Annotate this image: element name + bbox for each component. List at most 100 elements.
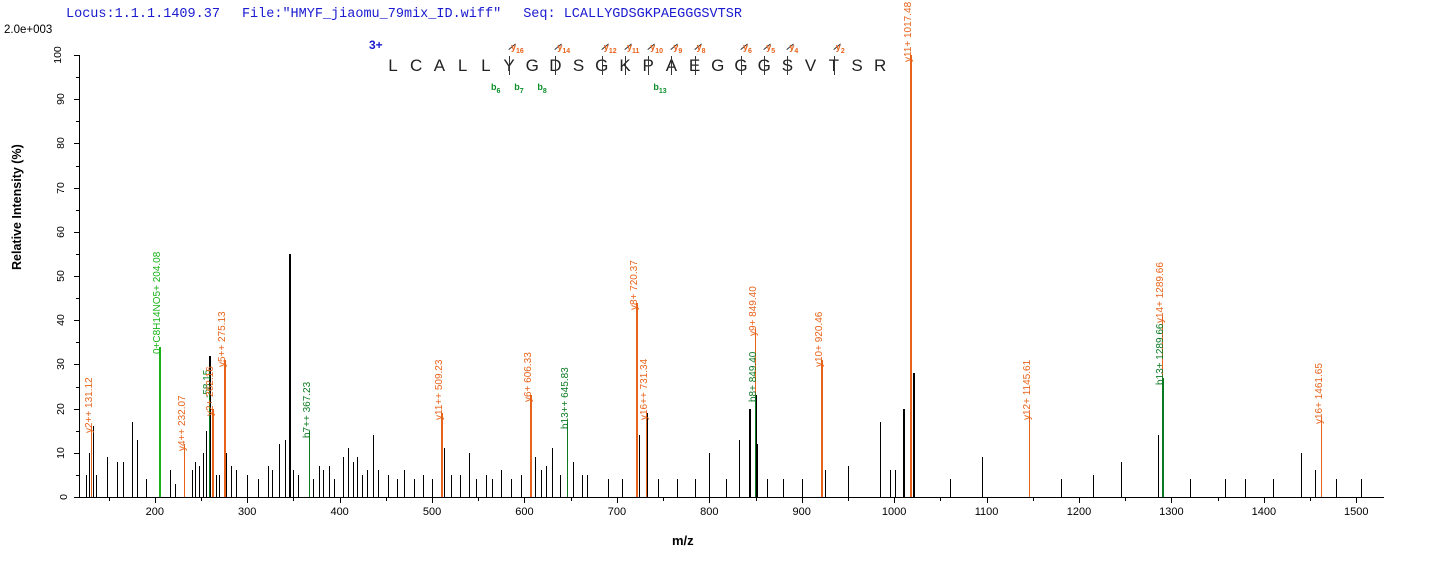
peak [676,479,678,497]
y-tick-minor-75 [76,165,79,167]
x-tick-label-900: 900 [792,506,811,518]
x-tick-1100 [986,497,988,503]
x-tick-label-600: 600 [515,506,534,518]
peak [387,474,389,497]
peak [501,470,503,497]
x-axis-title: m/z [672,533,694,548]
y-tick-label-50: 50 [55,270,68,282]
peak-label: b13++ 645.83 [559,367,571,429]
x-tick-label-300: 300 [238,506,257,518]
peak [92,426,94,497]
peak-label: y8+ 720.37 [628,259,640,310]
peak [1225,479,1227,497]
peak [587,474,589,497]
peak-label: y16+ 1461.65 [1313,363,1325,425]
annotated-peak-stem [530,395,532,497]
y-tick-40: 40 [55,314,79,326]
annotated-peak-stem [635,302,637,497]
peak [230,466,232,497]
x-tick-300 [247,497,249,503]
peak [145,479,147,497]
y-tick-30: 30 [55,359,79,370]
peak [552,448,554,497]
peak [195,461,197,497]
x-tick-minor-550 [478,497,480,501]
peak-label: y5++ 275.13 [217,311,229,367]
peak [492,479,494,497]
peak [210,435,212,497]
x-tick-1500 [1356,497,1358,503]
peak-label: y14+ 1289.66 [1154,261,1166,323]
peak-label: b8+ 849.40 [747,352,759,403]
peak-label: y4++ 232.07 [177,395,189,451]
peak [378,470,380,497]
ion-label-y10: y10 [650,42,663,55]
peak [225,452,227,497]
peak [695,479,697,497]
ion-label-b6: b6 [491,82,501,95]
residue-4-L: L [457,56,468,75]
y-tick-0: 0 [58,494,79,500]
charge-state-label: 3+ [369,38,383,52]
cleavage-tick-y5 [764,56,766,75]
peak [224,359,227,497]
peak [534,457,536,497]
peak [95,474,97,497]
sequence-ladder: LCALLYGDSGKPAEGGGSVTSRy16y14y12y11y10y9y… [380,42,900,98]
peak [432,479,434,497]
residue-9-S: S [572,56,585,75]
y-tick-50: 50 [55,270,79,282]
peak [199,466,201,497]
peak [236,470,238,497]
peak [288,253,291,497]
peak [169,470,171,497]
cleavage-tick-y16 [509,56,510,75]
peak [444,448,446,497]
peak [123,461,125,497]
peak [895,470,897,497]
peak [219,474,221,497]
peak [459,474,461,497]
peak [766,479,768,497]
cleavage-tick-y10 [648,56,650,75]
peak [541,470,543,497]
y-tick-100: 100 [52,46,79,64]
peak [824,470,826,497]
annotated-peak-stem [645,413,647,497]
peak-label: y9+ 849.40 [747,286,759,337]
ion-label-y8: y8 [696,42,706,55]
peak [329,466,331,497]
peak [319,466,321,497]
y-tick-label-30: 30 [55,358,68,371]
annotated-peak-stem [1028,413,1030,497]
peak [545,466,547,497]
x-tick-1400 [1263,497,1265,503]
peak [367,470,369,497]
cleavage-tick-y2 [833,56,835,75]
sequence-text: LCALLYGDSGKPAEGGGSVTSR [563,7,742,22]
peak [86,474,88,497]
peak [1335,479,1337,497]
peak [510,479,512,497]
peak [450,474,452,497]
peak [278,443,280,497]
peak [621,479,623,497]
y-tick-label-20: 20 [55,402,68,415]
peak [1161,377,1164,497]
peak [347,448,349,497]
cleavage-tick-y8 [694,56,696,75]
residue-15-G: G [711,56,725,75]
peak [757,443,759,497]
residue-22-R: R [874,56,887,75]
peak [801,479,803,497]
y-tick-minor-85 [76,121,79,123]
peak [530,395,533,497]
x-tick-minor-850 [755,497,757,501]
peak-label: y2+ 262.16 [205,365,217,416]
y-axis-line [79,55,80,497]
intensity-scale-label: 2.0e+003 [4,24,53,36]
cleavage-tick-y11 [625,56,626,75]
peak [1060,479,1062,497]
y-tick-label-100: 100 [52,46,65,64]
